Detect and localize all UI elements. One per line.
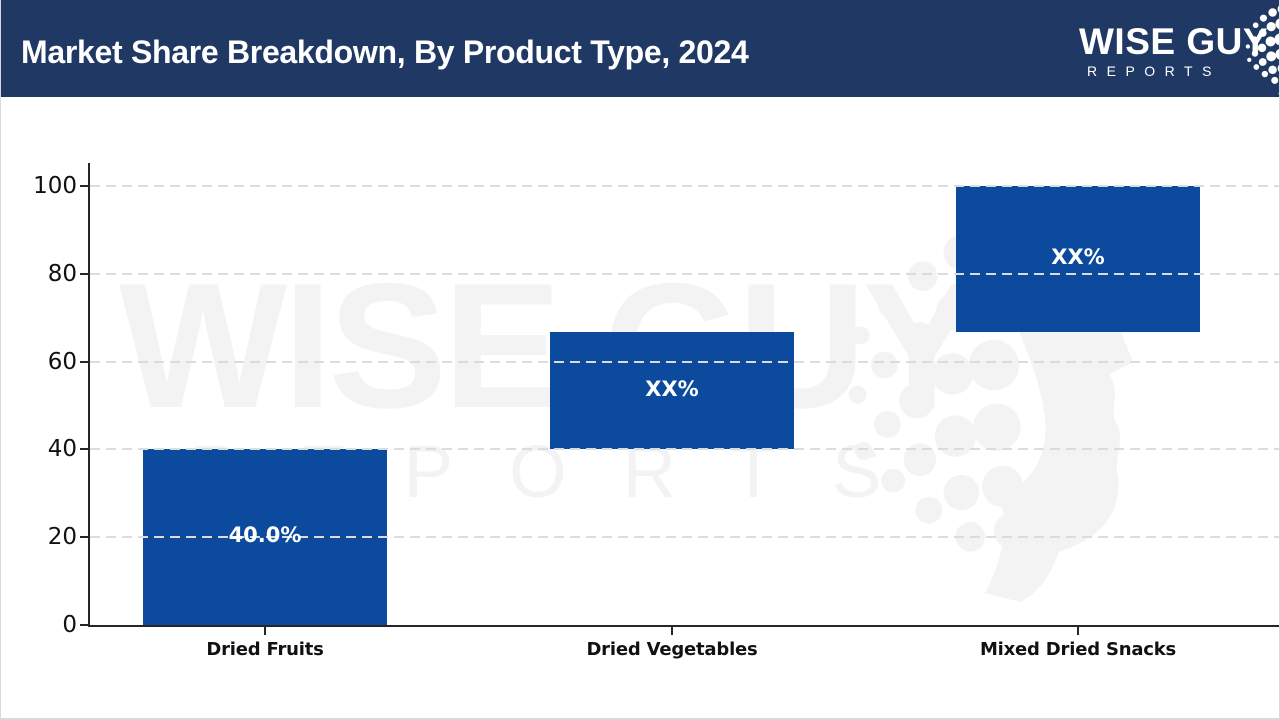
gridline-40 bbox=[90, 448, 1279, 451]
bar-mixed-dried-snacks bbox=[956, 186, 1200, 333]
gridline-80 bbox=[90, 272, 1279, 275]
y-tick-label-0: 0 bbox=[62, 612, 77, 638]
gridline-60 bbox=[90, 360, 1279, 363]
logo-reports-text: REPORTS bbox=[1087, 63, 1221, 79]
x-tick-0 bbox=[264, 627, 266, 635]
bar-value-label: XX% bbox=[645, 376, 699, 401]
x-category-label: Dried Vegetables bbox=[586, 639, 758, 660]
x-tick-2 bbox=[1077, 627, 1079, 635]
y-tick-label-100: 100 bbox=[33, 173, 77, 199]
x-category-label: Mixed Dried Snacks bbox=[979, 639, 1177, 660]
chart-title: Market Share Breakdown, By Product Type,… bbox=[21, 34, 749, 70]
chart-area: WISE GUY REPORTS 0 20 40 60 80 100 40.0% Dried … bbox=[1, 97, 1279, 718]
bar-value-label: 40.0% bbox=[228, 523, 302, 548]
y-axis-line bbox=[88, 163, 90, 625]
y-tick-0 bbox=[80, 624, 88, 626]
y-tick-label-80: 80 bbox=[47, 260, 77, 287]
logo-name-text: WISE GUY bbox=[1079, 21, 1269, 62]
x-category-label: Dried Fruits bbox=[206, 639, 324, 660]
y-tick-20 bbox=[80, 536, 88, 539]
bar-value-label: XX% bbox=[1051, 245, 1105, 270]
y-tick-100 bbox=[80, 185, 88, 187]
wiseguy-logo: WISE GUY REPORTS bbox=[1021, 0, 1279, 97]
y-tick-60 bbox=[80, 360, 88, 363]
gridline-20 bbox=[90, 536, 1279, 539]
x-tick-1 bbox=[671, 627, 673, 635]
y-tick-40 bbox=[80, 448, 88, 451]
gridline-100 bbox=[90, 185, 1279, 187]
y-tick-label-40: 40 bbox=[47, 436, 77, 463]
y-tick-80 bbox=[80, 272, 88, 275]
y-tick-label-20: 20 bbox=[47, 524, 77, 551]
bar-dried-vegetables bbox=[550, 332, 794, 450]
wiseguy-face-icon bbox=[1245, 5, 1279, 95]
x-axis-line bbox=[88, 625, 1279, 627]
y-tick-label-60: 60 bbox=[47, 348, 77, 375]
header-bar: Market Share Breakdown, By Product Type,… bbox=[1, 0, 1279, 97]
